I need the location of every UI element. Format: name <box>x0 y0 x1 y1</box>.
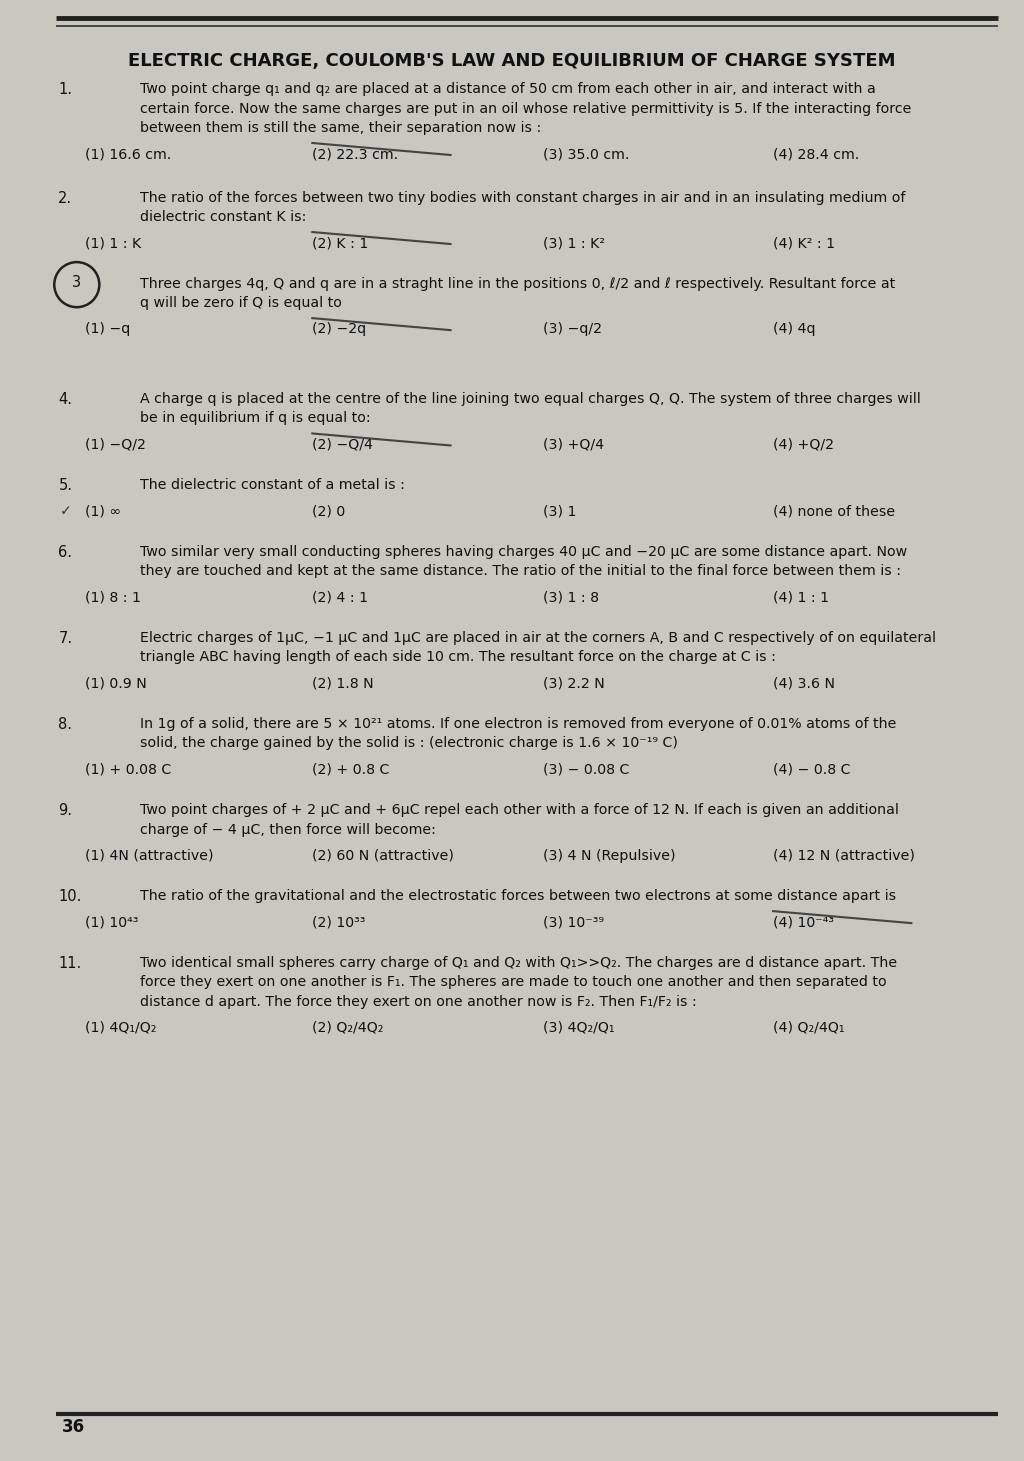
Text: (2) Q₂/4Q₂: (2) Q₂/4Q₂ <box>312 1021 384 1034</box>
Text: 7.: 7. <box>58 631 73 646</box>
Text: 8.: 8. <box>58 717 73 732</box>
Text: Two identical small spheres carry charge of Q₁ and Q₂ with Q₁>>Q₂. The charges a: Two identical small spheres carry charge… <box>140 955 897 970</box>
Text: A charge q is placed at the centre of the line joining two equal charges Q, Q. T: A charge q is placed at the centre of th… <box>140 392 921 406</box>
Text: 1.: 1. <box>58 82 73 96</box>
Text: (3) 35.0 cm.: (3) 35.0 cm. <box>543 148 629 161</box>
Text: (4) 10⁻⁴³: (4) 10⁻⁴³ <box>773 915 835 929</box>
Text: (2) −2q: (2) −2q <box>312 321 367 336</box>
Text: they are touched and kept at the same distance. The ratio of the initial to the : they are touched and kept at the same di… <box>140 564 901 579</box>
Text: (4) 3.6 N: (4) 3.6 N <box>773 676 836 690</box>
Text: (4) 28.4 cm.: (4) 28.4 cm. <box>773 148 859 161</box>
Text: (4) − 0.8 C: (4) − 0.8 C <box>773 763 851 776</box>
Text: (1) 0.9 N: (1) 0.9 N <box>85 676 146 690</box>
Text: (2) 60 N (attractive): (2) 60 N (attractive) <box>312 849 455 862</box>
Text: (3) 4 N (Repulsive): (3) 4 N (Repulsive) <box>543 849 675 862</box>
Text: (3) 10⁻³⁹: (3) 10⁻³⁹ <box>543 915 604 929</box>
Text: 3: 3 <box>73 275 81 291</box>
Text: 6.: 6. <box>58 545 73 560</box>
Text: (1) 4N (attractive): (1) 4N (attractive) <box>85 849 213 862</box>
Text: (1) 10⁴³: (1) 10⁴³ <box>85 915 138 929</box>
Text: q will be zero if Q is equal to: q will be zero if Q is equal to <box>140 297 342 310</box>
Text: The dielectric constant of a metal is :: The dielectric constant of a metal is : <box>140 478 406 492</box>
Text: (1) ∞: (1) ∞ <box>85 504 121 519</box>
Text: solid, the charge gained by the solid is : (electronic charge is 1.6 × 10⁻¹⁹ C): solid, the charge gained by the solid is… <box>140 736 678 751</box>
Text: (2) 22.3 cm.: (2) 22.3 cm. <box>312 148 398 161</box>
Text: (4) 12 N (attractive): (4) 12 N (attractive) <box>773 849 915 862</box>
Text: (2) 4 : 1: (2) 4 : 1 <box>312 590 369 605</box>
Text: (3) +Q/4: (3) +Q/4 <box>543 437 604 451</box>
Text: charge of − 4 μC, then force will become:: charge of − 4 μC, then force will become… <box>140 823 436 837</box>
Text: The ratio of the gravitational and the electrostatic forces between two electron: The ratio of the gravitational and the e… <box>140 890 896 903</box>
Text: (3) 2.2 N: (3) 2.2 N <box>543 676 604 690</box>
Text: 2.: 2. <box>58 190 73 206</box>
Text: 10.: 10. <box>58 890 82 904</box>
Text: 4.: 4. <box>58 392 73 408</box>
Text: (3) −q/2: (3) −q/2 <box>543 321 602 336</box>
Text: (2) −Q/4: (2) −Q/4 <box>312 437 374 451</box>
Text: The ratio of the forces between two tiny bodies with constant charges in air and: The ratio of the forces between two tiny… <box>140 190 905 205</box>
Text: (2) 0: (2) 0 <box>312 504 345 519</box>
Text: 36: 36 <box>61 1419 85 1436</box>
Text: (4) 1 : 1: (4) 1 : 1 <box>773 590 829 605</box>
Text: (2) 10³³: (2) 10³³ <box>312 915 366 929</box>
Text: distance d apart. The force they exert on one another now is F₂. Then F₁/F₂ is :: distance d apart. The force they exert o… <box>140 995 697 1008</box>
Text: 9.: 9. <box>58 804 73 818</box>
Text: 5.: 5. <box>58 478 73 492</box>
Text: (1) −q: (1) −q <box>85 321 130 336</box>
Text: (3) − 0.08 C: (3) − 0.08 C <box>543 763 629 776</box>
Text: triangle ABC having length of each side 10 cm. The resultant force on the charge: triangle ABC having length of each side … <box>140 650 776 665</box>
Text: certain force. Now the same charges are put in an oil whose relative permittivit: certain force. Now the same charges are … <box>140 101 911 115</box>
Text: (4) none of these: (4) none of these <box>773 504 895 519</box>
Text: (4) K² : 1: (4) K² : 1 <box>773 237 836 250</box>
Text: (1) 16.6 cm.: (1) 16.6 cm. <box>85 148 171 161</box>
Text: (1) 1 : K: (1) 1 : K <box>85 237 141 250</box>
Text: (4) +Q/2: (4) +Q/2 <box>773 437 835 451</box>
Text: (3) 1 : K²: (3) 1 : K² <box>543 237 605 250</box>
Text: (2) + 0.8 C: (2) + 0.8 C <box>312 763 390 776</box>
Text: force they exert on one another is F₁. The spheres are made to touch one another: force they exert on one another is F₁. T… <box>140 976 887 989</box>
Text: (2) K : 1: (2) K : 1 <box>312 237 369 250</box>
Text: ELECTRIC CHARGE, COULOMB'S LAW AND EQUILIBRIUM OF CHARGE SYSTEM: ELECTRIC CHARGE, COULOMB'S LAW AND EQUIL… <box>128 53 896 70</box>
Text: (1) −Q/2: (1) −Q/2 <box>85 437 145 451</box>
Text: between them is still the same, their separation now is :: between them is still the same, their se… <box>140 121 542 134</box>
Text: dielectric constant K is:: dielectric constant K is: <box>140 210 306 224</box>
Text: Two similar very small conducting spheres having charges 40 μC and −20 μC are so: Two similar very small conducting sphere… <box>140 545 907 558</box>
Text: 11.: 11. <box>58 955 82 970</box>
Text: Two point charges of + 2 μC and + 6μC repel each other with a force of 12 N. If : Two point charges of + 2 μC and + 6μC re… <box>140 804 899 817</box>
Text: (4) 4q: (4) 4q <box>773 321 816 336</box>
Text: (3) 1 : 8: (3) 1 : 8 <box>543 590 599 605</box>
Text: In 1g of a solid, there are 5 × 10²¹ atoms. If one electron is removed from ever: In 1g of a solid, there are 5 × 10²¹ ato… <box>140 717 897 730</box>
Text: (1) 4Q₁/Q₂: (1) 4Q₁/Q₂ <box>85 1021 157 1034</box>
Text: be in equilibrium if q is equal to:: be in equilibrium if q is equal to: <box>140 412 371 425</box>
Text: (2) 1.8 N: (2) 1.8 N <box>312 676 374 690</box>
Text: Electric charges of 1μC, −1 μC and 1μC are placed in air at the corners A, B and: Electric charges of 1μC, −1 μC and 1μC a… <box>140 631 936 644</box>
Text: Two point charge q₁ and q₂ are placed at a distance of 50 cm from each other in : Two point charge q₁ and q₂ are placed at… <box>140 82 877 96</box>
Text: (1) + 0.08 C: (1) + 0.08 C <box>85 763 171 776</box>
Text: ✓: ✓ <box>59 504 72 519</box>
Text: (4) Q₂/4Q₁: (4) Q₂/4Q₁ <box>773 1021 845 1034</box>
Text: (3) 4Q₂/Q₁: (3) 4Q₂/Q₁ <box>543 1021 614 1034</box>
Text: (1) 8 : 1: (1) 8 : 1 <box>85 590 141 605</box>
Text: Three charges 4q, Q and q are in a straght line in the positions 0, ℓ/2 and ℓ re: Three charges 4q, Q and q are in a strag… <box>140 276 896 291</box>
Text: (3) 1: (3) 1 <box>543 504 577 519</box>
